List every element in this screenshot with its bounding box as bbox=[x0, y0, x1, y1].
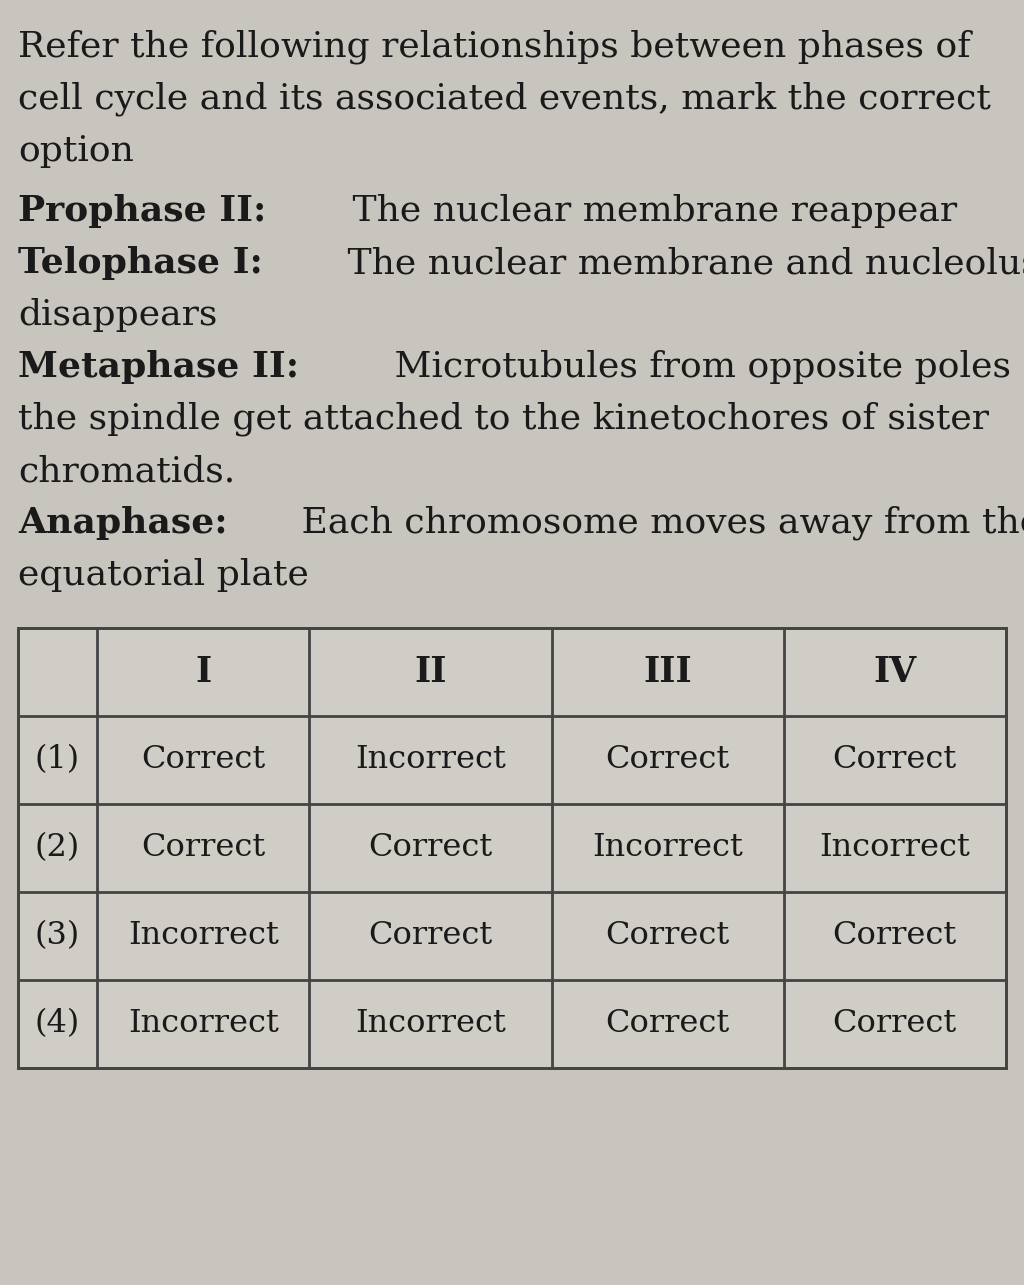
Text: Correct: Correct bbox=[369, 833, 493, 864]
Text: Incorrect: Incorrect bbox=[355, 744, 506, 776]
Text: Correct: Correct bbox=[605, 1009, 730, 1040]
Bar bbox=[18, 628, 1006, 1068]
Text: I: I bbox=[196, 655, 211, 689]
Text: Incorrect: Incorrect bbox=[592, 833, 743, 864]
Text: (3): (3) bbox=[35, 920, 80, 951]
Text: cell cycle and its associated events, mark the correct: cell cycle and its associated events, ma… bbox=[18, 82, 991, 117]
Text: Microtubules from opposite poles of: Microtubules from opposite poles of bbox=[383, 350, 1024, 384]
Text: The nuclear membrane and nucleolus: The nuclear membrane and nucleolus bbox=[336, 245, 1024, 280]
Text: disappears: disappears bbox=[18, 298, 217, 332]
Text: Each chromosome moves away from the: Each chromosome moves away from the bbox=[290, 506, 1024, 541]
Text: Correct: Correct bbox=[833, 744, 957, 776]
Text: chromatids.: chromatids. bbox=[18, 454, 236, 488]
Text: Incorrect: Incorrect bbox=[128, 920, 279, 951]
Text: Anaphase:: Anaphase: bbox=[18, 506, 227, 540]
Text: Incorrect: Incorrect bbox=[819, 833, 971, 864]
Text: Telophase I:: Telophase I: bbox=[18, 245, 263, 280]
Text: Correct: Correct bbox=[141, 744, 265, 776]
Text: IV: IV bbox=[873, 655, 916, 689]
Text: Correct: Correct bbox=[605, 920, 730, 951]
Text: (4): (4) bbox=[35, 1009, 80, 1040]
Text: Correct: Correct bbox=[833, 920, 957, 951]
Text: option: option bbox=[18, 134, 134, 168]
Text: III: III bbox=[643, 655, 692, 689]
Text: The nuclear membrane reappear: The nuclear membrane reappear bbox=[341, 194, 956, 227]
Text: Incorrect: Incorrect bbox=[355, 1009, 506, 1040]
Text: Prophase II:: Prophase II: bbox=[18, 194, 266, 227]
Text: Incorrect: Incorrect bbox=[128, 1009, 279, 1040]
Text: the spindle get attached to the kinetochores of sister: the spindle get attached to the kinetoch… bbox=[18, 402, 989, 437]
Text: equatorial plate: equatorial plate bbox=[18, 558, 309, 592]
Text: (2): (2) bbox=[35, 833, 80, 864]
Text: Correct: Correct bbox=[833, 1009, 957, 1040]
Text: Correct: Correct bbox=[141, 833, 265, 864]
Text: (1): (1) bbox=[35, 744, 80, 776]
Text: Refer the following relationships between phases of: Refer the following relationships betwee… bbox=[18, 30, 971, 64]
Text: Correct: Correct bbox=[369, 920, 493, 951]
Text: II: II bbox=[415, 655, 446, 689]
Text: Metaphase II:: Metaphase II: bbox=[18, 350, 299, 384]
Text: Correct: Correct bbox=[605, 744, 730, 776]
